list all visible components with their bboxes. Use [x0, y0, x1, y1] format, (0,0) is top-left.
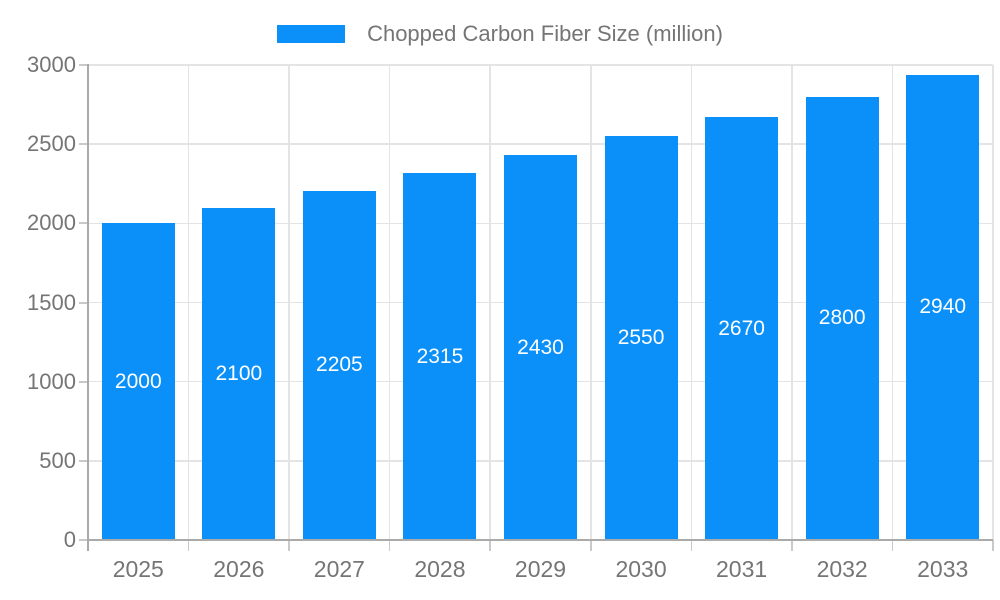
y-tick-label: 0 [63, 527, 76, 552]
y-axis-line [87, 64, 89, 551]
x-gridline [891, 65, 894, 540]
x-gridline [288, 65, 290, 540]
y-tick-label: 3000 [27, 52, 76, 77]
x-axis-tick [992, 540, 994, 551]
y-axis-tick [79, 222, 88, 225]
bar: 2315 [403, 173, 477, 540]
bar-value-label: 2205 [316, 353, 363, 377]
x-axis-tick [590, 540, 592, 551]
bar-value-label: 2550 [617, 326, 665, 350]
x-tick-label: 2033 [917, 556, 969, 582]
x-gridline [187, 65, 190, 540]
bar: 2430 [504, 155, 577, 540]
x-axis-tick [690, 540, 693, 551]
bar: 2670 [705, 117, 779, 540]
x-axis-tick [288, 540, 290, 551]
bar: 2550 [604, 136, 678, 540]
bar: 2940 [906, 74, 980, 540]
x-tick-label: 2028 [414, 556, 466, 582]
x-tick-label: 2030 [615, 556, 667, 582]
legend-swatch [277, 25, 346, 43]
bar-value-label: 2940 [919, 295, 967, 319]
x-gridline [690, 65, 693, 540]
x-axis-tick [388, 540, 391, 551]
y-tick-label: 500 [39, 447, 76, 473]
y-axis-tick [79, 301, 88, 304]
y-axis-tick [79, 143, 88, 146]
bar: 2000 [101, 223, 175, 540]
x-gridline [791, 65, 793, 540]
y-axis-tick [79, 459, 88, 462]
y-gridline [88, 64, 993, 66]
y-tick-label: 1000 [27, 368, 76, 394]
x-gridline [388, 65, 391, 540]
x-tick-label: 2029 [514, 556, 567, 582]
y-axis-tick [79, 539, 88, 541]
chart-legend[interactable]: Chopped Carbon Fiber Size (million) [0, 18, 1000, 50]
legend-label: Chopped Carbon Fiber Size (million) [367, 21, 723, 46]
x-tick-label: 2032 [816, 556, 868, 582]
x-gridline [590, 65, 592, 540]
bar-value-label: 2800 [818, 306, 866, 330]
y-tick-label: 1500 [27, 289, 76, 315]
y-axis-tick [79, 380, 88, 383]
bar-value-label: 2000 [114, 369, 162, 393]
x-tick-label: 2031 [716, 556, 768, 582]
x-tick-label: 2026 [213, 556, 265, 582]
y-gridline [88, 143, 993, 145]
x-axis-line [88, 539, 993, 541]
bar: 2800 [805, 96, 879, 540]
bar-value-label: 2670 [718, 316, 765, 340]
bar-value-label: 2430 [517, 335, 564, 359]
x-axis-tick [489, 540, 491, 551]
bar: 2205 [302, 190, 376, 540]
bar: 2100 [202, 207, 276, 540]
x-axis-tick [791, 540, 793, 551]
x-axis-tick [891, 540, 894, 551]
x-tick-label: 2025 [112, 556, 164, 582]
y-tick-label: 2000 [27, 210, 76, 236]
bar-value-label: 2100 [215, 361, 263, 385]
y-tick-label: 2500 [27, 131, 76, 157]
x-gridline [992, 65, 994, 540]
y-axis-tick [79, 64, 88, 66]
bar-value-label: 2315 [416, 344, 464, 368]
x-axis-tick [187, 540, 190, 551]
x-tick-label: 2027 [313, 556, 365, 582]
x-gridline [489, 65, 491, 540]
